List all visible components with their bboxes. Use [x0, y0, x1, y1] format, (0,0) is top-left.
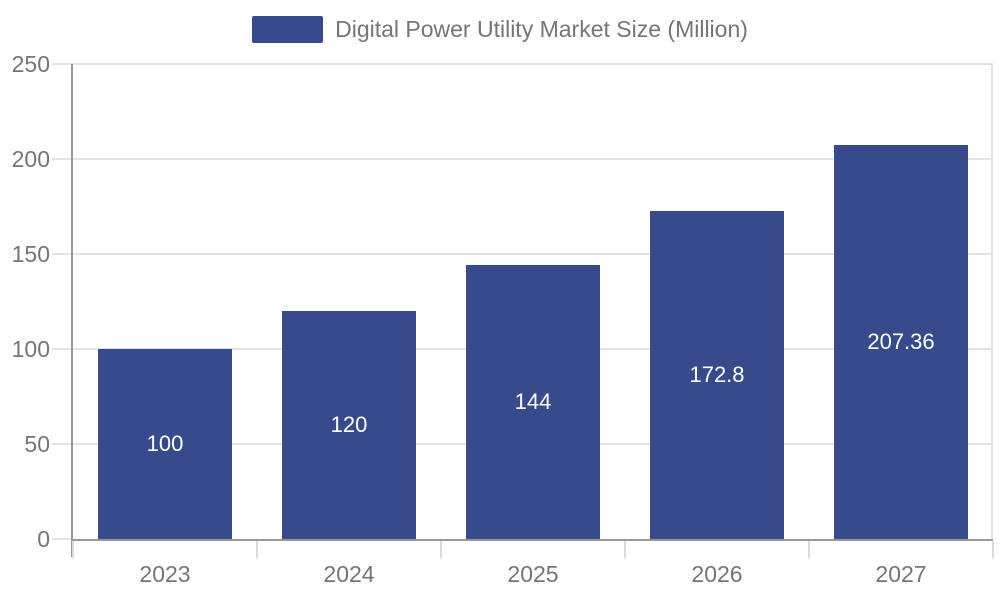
x-axis-boundary-tick — [440, 541, 442, 558]
bar-2024: 120 — [282, 311, 416, 539]
y-tick-label-150: 150 — [11, 241, 50, 267]
y-axis-tick-200 — [52, 158, 73, 160]
gridline-200 — [73, 158, 993, 160]
x-axis-boundary-tick — [256, 541, 258, 558]
x-axis-boundary-tick — [624, 541, 626, 558]
x-tick-label-2023: 2023 — [139, 561, 191, 587]
bar-value-label-2024: 120 — [330, 412, 368, 437]
bar-2026: 172.8 — [650, 210, 784, 539]
x-axis-boundary-tick — [808, 541, 810, 558]
y-tick-label-100: 100 — [11, 336, 50, 362]
x-tick-label-2025: 2025 — [507, 561, 559, 587]
y-axis-line — [71, 64, 73, 557]
y-axis-tick-150 — [52, 253, 73, 255]
x-axis-boundary-tick — [72, 541, 74, 558]
x-axis-boundary-tick — [992, 541, 994, 558]
bar-2023: 100 — [98, 349, 232, 539]
bar-value-label-2025: 144 — [514, 389, 552, 415]
legend-label: Digital Power Utility Market Size (Milli… — [335, 16, 748, 42]
y-axis-tick-50 — [52, 443, 73, 445]
bar-value-label-2026: 172.8 — [689, 361, 745, 387]
plot-right-border — [991, 64, 993, 539]
x-axis-line — [73, 539, 993, 541]
y-tick-label-250: 250 — [11, 51, 50, 77]
bar-2025: 144 — [466, 265, 600, 539]
x-tick-label-2024: 2024 — [323, 561, 375, 587]
bar-2027: 207.36 — [834, 145, 968, 539]
y-tick-label-50: 50 — [24, 431, 50, 457]
legend-swatch — [252, 16, 324, 43]
y-axis-tick-100 — [52, 348, 73, 350]
plot-area: 0 50 100 150 200 250 100 2023 120 2024 144 2025 172.… — [12, 51, 994, 587]
gridline-250 — [73, 63, 993, 65]
y-tick-label-0: 0 — [37, 526, 50, 552]
gridline-150 — [73, 253, 993, 255]
y-axis-tick-0 — [52, 538, 73, 540]
y-axis-tick-250 — [52, 63, 73, 65]
bar-value-label-2023: 100 — [146, 431, 184, 456]
x-tick-label-2027: 2027 — [875, 561, 927, 587]
chart-legend: Digital Power Utility Market Size (Milli… — [0, 16, 1000, 43]
x-tick-label-2026: 2026 — [691, 561, 743, 587]
y-tick-label-200: 200 — [11, 146, 50, 172]
legend-item-market-size[interactable]: Digital Power Utility Market Size (Milli… — [252, 16, 748, 43]
bar-value-label-2027: 207.36 — [867, 329, 935, 355]
